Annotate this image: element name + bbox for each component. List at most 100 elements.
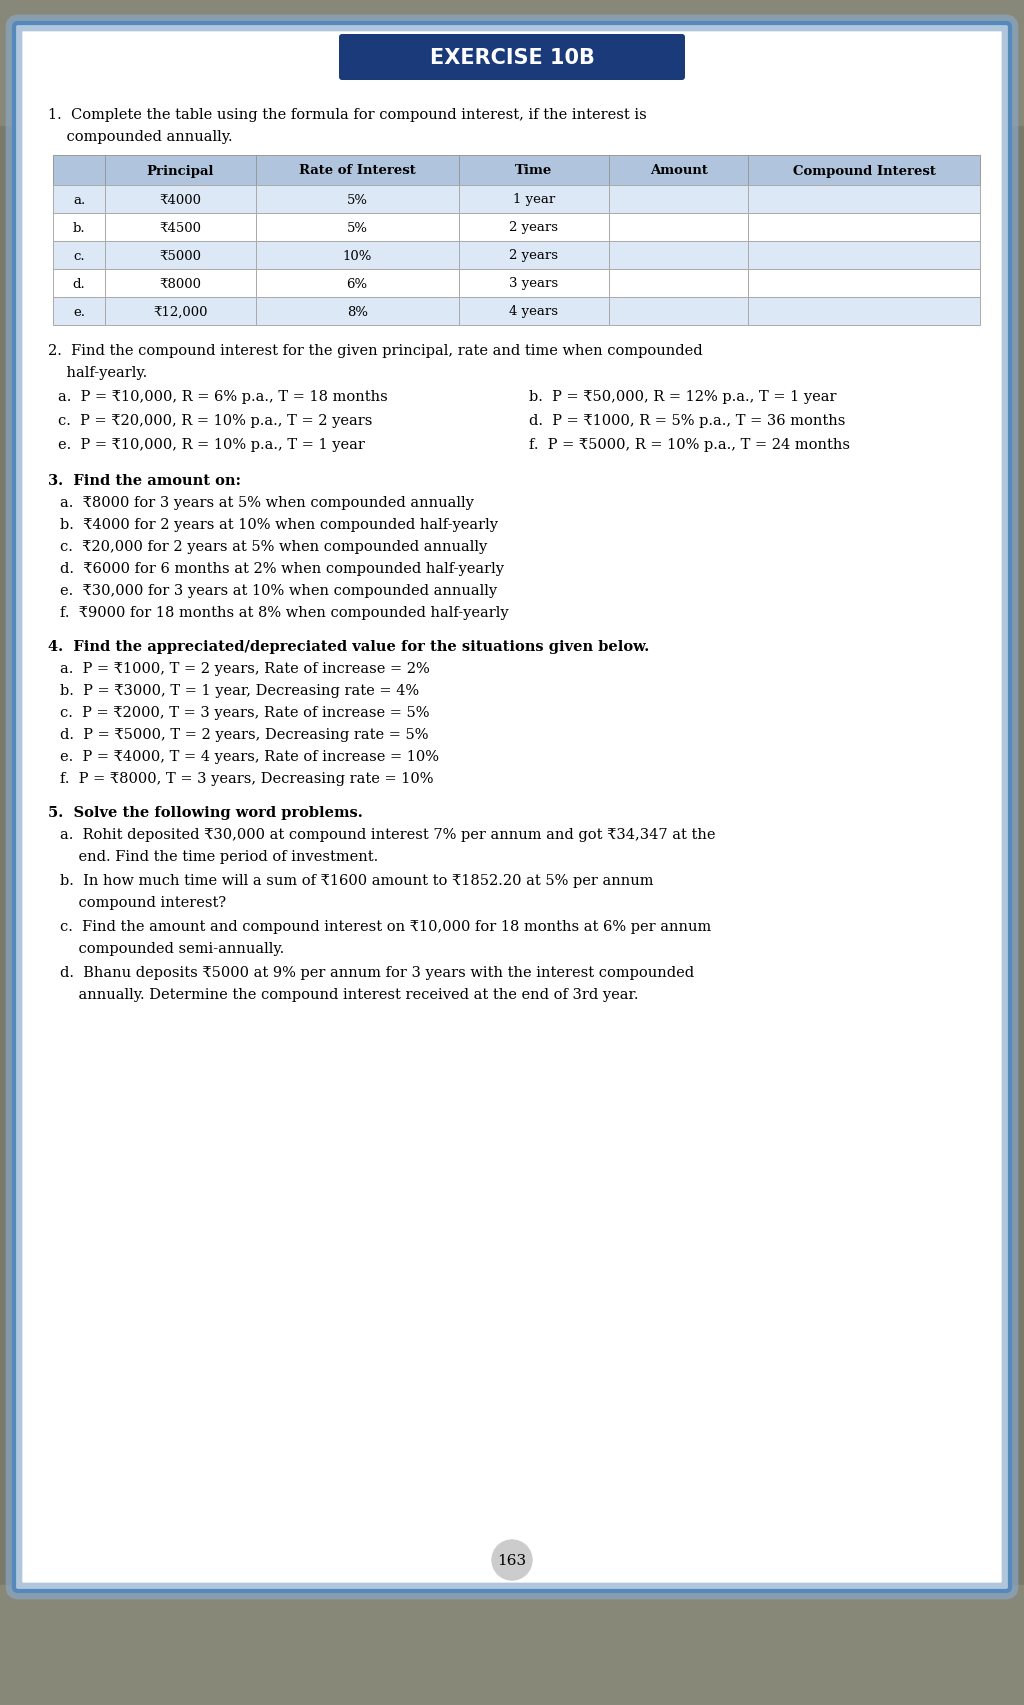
Text: a.  ₹8000 for 3 years at 5% when compounded annually: a. ₹8000 for 3 years at 5% when compound… xyxy=(60,496,474,510)
Text: compound interest?: compound interest? xyxy=(60,895,226,909)
Bar xyxy=(256,213,459,242)
Text: c.: c. xyxy=(74,249,85,263)
Bar xyxy=(459,242,609,269)
Text: 2 years: 2 years xyxy=(509,249,558,263)
Text: ₹4000: ₹4000 xyxy=(160,193,202,206)
Bar xyxy=(459,213,609,242)
Text: 4 years: 4 years xyxy=(509,305,558,319)
Bar xyxy=(105,298,256,326)
Text: 8%: 8% xyxy=(347,305,368,319)
Text: 2 years: 2 years xyxy=(509,222,558,234)
Text: e.  P = ₹10,000, R = 10% p.a., T = 1 year: e. P = ₹10,000, R = 10% p.a., T = 1 year xyxy=(58,438,365,452)
Text: 3.  Find the amount on:: 3. Find the amount on: xyxy=(48,474,241,488)
Text: 5%: 5% xyxy=(347,193,368,206)
Text: a.  P = ₹1000, T = 2 years, Rate of increase = 2%: a. P = ₹1000, T = 2 years, Rate of incre… xyxy=(60,662,430,675)
Text: Time: Time xyxy=(515,164,553,177)
Text: c.  ₹20,000 for 2 years at 5% when compounded annually: c. ₹20,000 for 2 years at 5% when compou… xyxy=(60,540,487,554)
Bar xyxy=(459,186,609,213)
Text: 3 years: 3 years xyxy=(509,278,558,290)
Text: compounded semi-annually.: compounded semi-annually. xyxy=(60,941,285,955)
Bar xyxy=(256,242,459,269)
Text: 1 year: 1 year xyxy=(513,193,555,206)
Bar xyxy=(749,298,980,326)
Text: annually. Determine the compound interest received at the end of 3rd year.: annually. Determine the compound interes… xyxy=(60,987,639,1001)
Bar xyxy=(105,213,256,242)
Bar xyxy=(256,186,459,213)
FancyBboxPatch shape xyxy=(339,36,685,80)
FancyBboxPatch shape xyxy=(14,24,1010,1591)
Bar xyxy=(609,155,749,186)
Text: a.  P = ₹10,000, R = 6% p.a., T = 18 months: a. P = ₹10,000, R = 6% p.a., T = 18 mont… xyxy=(58,390,388,404)
Text: 1.  Complete the table using the formula for compound interest, if the interest : 1. Complete the table using the formula … xyxy=(48,107,647,123)
Bar xyxy=(749,269,980,298)
Bar xyxy=(609,186,749,213)
Text: e.  P = ₹4000, T = 4 years, Rate of increase = 10%: e. P = ₹4000, T = 4 years, Rate of incre… xyxy=(60,750,439,764)
Text: c.  Find the amount and compound interest on ₹10,000 for 18 months at 6% per ann: c. Find the amount and compound interest… xyxy=(60,919,712,933)
Text: compounded annually.: compounded annually. xyxy=(48,130,232,143)
Bar xyxy=(459,269,609,298)
Text: f.  P = ₹5000, R = 10% p.a., T = 24 months: f. P = ₹5000, R = 10% p.a., T = 24 month… xyxy=(529,438,850,452)
Text: e.  ₹30,000 for 3 years at 10% when compounded annually: e. ₹30,000 for 3 years at 10% when compo… xyxy=(60,583,497,598)
Text: 163: 163 xyxy=(498,1553,526,1567)
Text: e.: e. xyxy=(73,305,85,319)
Bar xyxy=(53,242,105,269)
Bar xyxy=(0,0,1024,126)
Text: b.  P = ₹3000, T = 1 year, Decreasing rate = 4%: b. P = ₹3000, T = 1 year, Decreasing rat… xyxy=(60,684,419,697)
Text: ₹12,000: ₹12,000 xyxy=(154,305,208,319)
Text: 6%: 6% xyxy=(346,278,368,290)
Text: d.: d. xyxy=(73,278,85,290)
Bar xyxy=(749,242,980,269)
Text: a.  Rohit deposited ₹30,000 at compound interest 7% per annum and got ₹34,347 at: a. Rohit deposited ₹30,000 at compound i… xyxy=(60,827,716,842)
Text: end. Find the time period of investment.: end. Find the time period of investment. xyxy=(60,849,378,863)
Text: d.  Bhanu deposits ₹5000 at 9% per annum for 3 years with the interest compounde: d. Bhanu deposits ₹5000 at 9% per annum … xyxy=(60,965,694,979)
Text: Principal: Principal xyxy=(146,164,214,177)
Text: c.  P = ₹2000, T = 3 years, Rate of increase = 5%: c. P = ₹2000, T = 3 years, Rate of incre… xyxy=(60,706,429,720)
Bar xyxy=(749,213,980,242)
Text: b.  ₹4000 for 2 years at 10% when compounded half-yearly: b. ₹4000 for 2 years at 10% when compoun… xyxy=(60,518,498,532)
Text: EXERCISE 10B: EXERCISE 10B xyxy=(429,48,595,68)
Bar xyxy=(53,269,105,298)
Bar xyxy=(53,213,105,242)
Circle shape xyxy=(492,1540,532,1581)
Text: a.: a. xyxy=(73,193,85,206)
Text: Rate of Interest: Rate of Interest xyxy=(299,164,416,177)
Bar xyxy=(749,155,980,186)
Text: f.  ₹9000 for 18 months at 8% when compounded half-yearly: f. ₹9000 for 18 months at 8% when compou… xyxy=(60,605,509,619)
Bar xyxy=(609,213,749,242)
Text: half-yearly.: half-yearly. xyxy=(48,367,147,380)
Bar xyxy=(53,155,105,186)
Text: ₹5000: ₹5000 xyxy=(160,249,202,263)
Text: ₹8000: ₹8000 xyxy=(160,278,202,290)
Bar xyxy=(256,269,459,298)
Text: d.  ₹6000 for 6 months at 2% when compounded half-yearly: d. ₹6000 for 6 months at 2% when compoun… xyxy=(60,561,504,576)
Bar xyxy=(256,298,459,326)
Bar xyxy=(459,155,609,186)
Text: d.  P = ₹1000, R = 5% p.a., T = 36 months: d. P = ₹1000, R = 5% p.a., T = 36 months xyxy=(529,414,846,428)
Bar xyxy=(609,298,749,326)
Bar xyxy=(105,186,256,213)
Text: 2.  Find the compound interest for the given principal, rate and time when compo: 2. Find the compound interest for the gi… xyxy=(48,344,702,358)
Text: Amount: Amount xyxy=(650,164,708,177)
Bar xyxy=(459,298,609,326)
Text: c.  P = ₹20,000, R = 10% p.a., T = 2 years: c. P = ₹20,000, R = 10% p.a., T = 2 year… xyxy=(58,414,373,428)
Bar xyxy=(53,298,105,326)
Bar xyxy=(609,269,749,298)
Text: b.: b. xyxy=(73,222,85,234)
Text: 5.  Solve the following word problems.: 5. Solve the following word problems. xyxy=(48,805,362,820)
Text: Compound Interest: Compound Interest xyxy=(793,164,936,177)
Text: 4.  Find the appreciated/depreciated value for the situations given below.: 4. Find the appreciated/depreciated valu… xyxy=(48,639,649,653)
Text: d.  P = ₹5000, T = 2 years, Decreasing rate = 5%: d. P = ₹5000, T = 2 years, Decreasing ra… xyxy=(60,728,428,742)
Text: 5%: 5% xyxy=(347,222,368,234)
Text: f.  P = ₹8000, T = 3 years, Decreasing rate = 10%: f. P = ₹8000, T = 3 years, Decreasing ra… xyxy=(60,772,433,786)
Bar xyxy=(749,186,980,213)
Bar xyxy=(609,242,749,269)
Text: b.  P = ₹50,000, R = 12% p.a., T = 1 year: b. P = ₹50,000, R = 12% p.a., T = 1 year xyxy=(529,390,837,404)
Bar xyxy=(256,155,459,186)
Text: 10%: 10% xyxy=(342,249,372,263)
Text: b.  In how much time will a sum of ₹1600 amount to ₹1852.20 at 5% per annum: b. In how much time will a sum of ₹1600 … xyxy=(60,873,653,888)
Bar xyxy=(105,155,256,186)
Text: ₹4500: ₹4500 xyxy=(160,222,202,234)
Bar xyxy=(0,1586,1024,1705)
Bar xyxy=(105,242,256,269)
Bar xyxy=(105,269,256,298)
